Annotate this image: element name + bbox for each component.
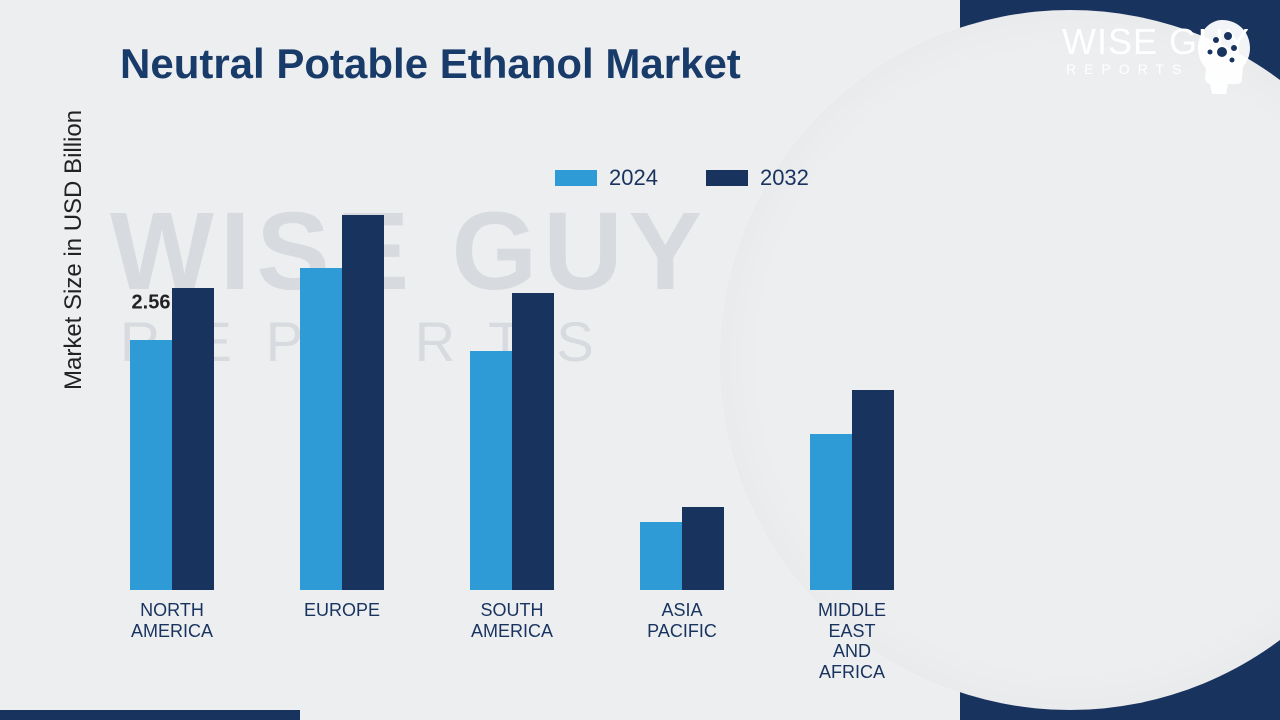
bar-group: EUROPE bbox=[300, 215, 384, 590]
head-silhouette-icon bbox=[1188, 18, 1256, 96]
plot-area: 2.56NORTHAMERICA EUROPE SOUTHAMERICA ASIAPA… bbox=[130, 200, 960, 590]
legend-swatch-2032 bbox=[706, 170, 748, 186]
chart-title: Neutral Potable Ethanol Market bbox=[120, 40, 741, 88]
bar bbox=[512, 293, 554, 590]
bar bbox=[640, 522, 682, 590]
legend-label-2024: 2024 bbox=[609, 165, 658, 191]
legend-label-2032: 2032 bbox=[760, 165, 809, 191]
legend: 2024 2032 bbox=[555, 165, 809, 191]
bar-value-label: 2.56 bbox=[132, 292, 171, 315]
bottom-accent-bar bbox=[0, 710, 300, 720]
bar bbox=[300, 268, 342, 590]
bar bbox=[130, 340, 172, 590]
x-axis-label: MIDDLEEASTANDAFRICA bbox=[772, 600, 932, 683]
legend-item-2024: 2024 bbox=[555, 165, 658, 191]
x-axis-label: SOUTHAMERICA bbox=[432, 600, 592, 641]
bar bbox=[470, 351, 512, 590]
y-axis-label: Market Size in USD Billion bbox=[60, 110, 88, 390]
stage: Neutral Potable Ethanol Market WISE GUY … bbox=[0, 0, 1280, 720]
bar bbox=[172, 288, 214, 590]
brand-logo: WISE GUY REPORTS bbox=[1062, 24, 1250, 76]
bar bbox=[342, 215, 384, 590]
x-axis-label: ASIAPACIFIC bbox=[602, 600, 762, 641]
bar bbox=[682, 507, 724, 590]
bar-group: 2.56NORTHAMERICA bbox=[130, 288, 214, 590]
bar-group: MIDDLEEASTANDAFRICA bbox=[810, 390, 894, 590]
bar bbox=[852, 390, 894, 590]
x-axis-label: NORTHAMERICA bbox=[92, 600, 252, 641]
bar bbox=[810, 434, 852, 590]
bar-chart: 2.56NORTHAMERICA EUROPE SOUTHAMERICA ASIAPA… bbox=[130, 200, 960, 590]
x-axis-label: EUROPE bbox=[262, 600, 422, 621]
bar-group: SOUTHAMERICA bbox=[470, 293, 554, 590]
legend-item-2032: 2032 bbox=[706, 165, 809, 191]
bar-group: ASIAPACIFIC bbox=[640, 507, 724, 590]
legend-swatch-2024 bbox=[555, 170, 597, 186]
